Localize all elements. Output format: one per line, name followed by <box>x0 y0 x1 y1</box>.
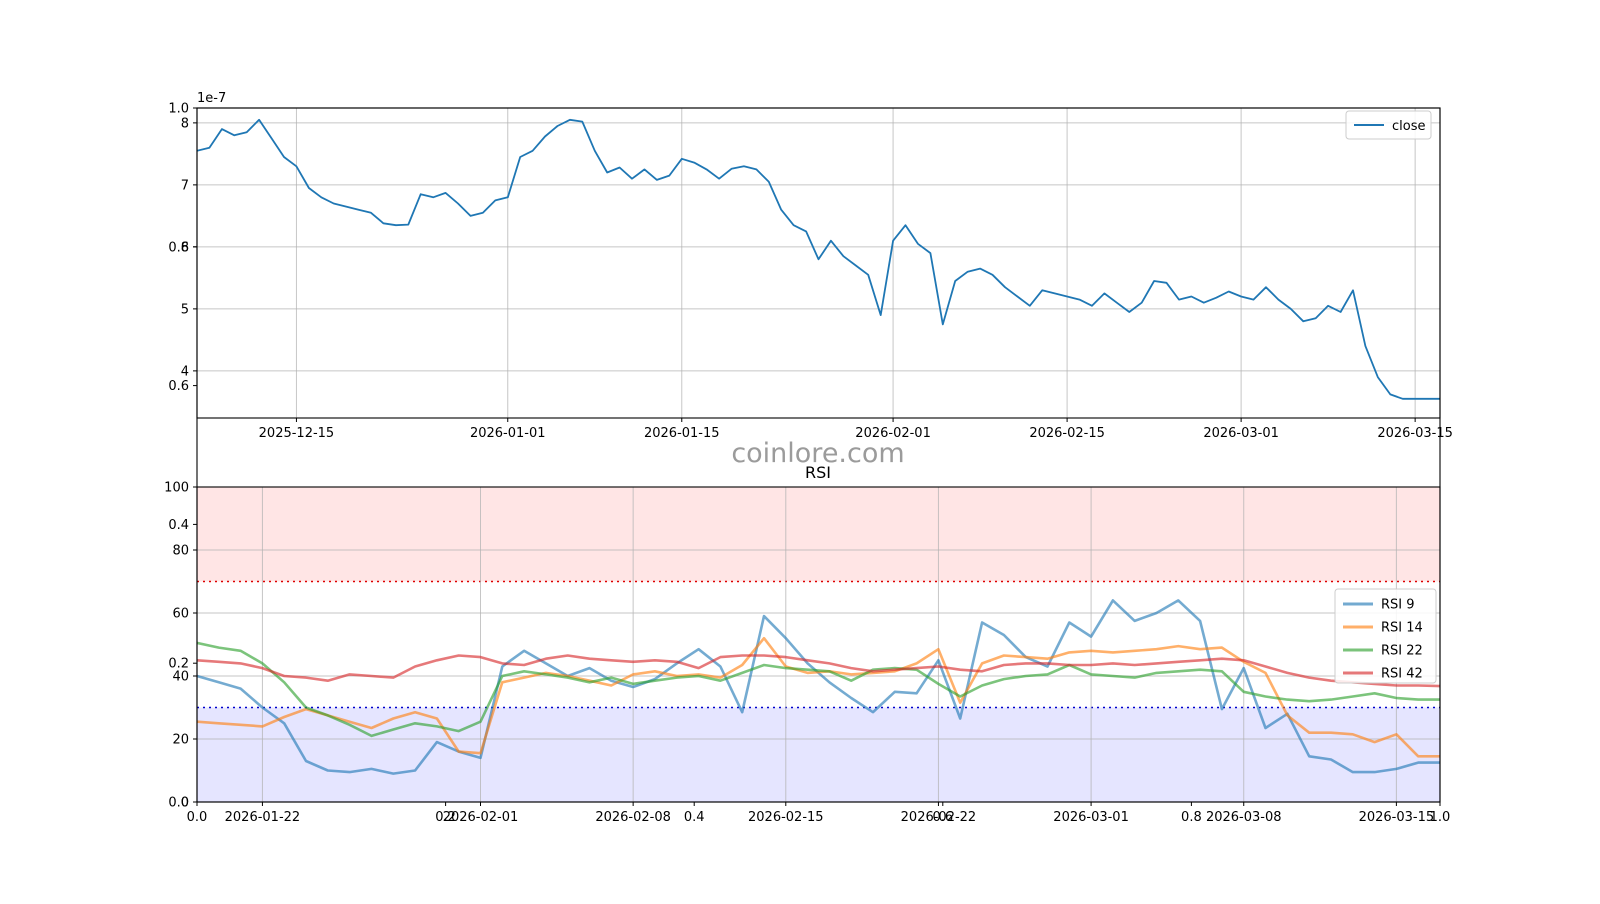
price-ytick-label: 4 <box>181 364 189 379</box>
rsi-xtick-date-label: 2026-02-01 <box>443 810 519 825</box>
close-series-line <box>197 118 1440 400</box>
rsi-xtick-date-label: 2026-01-22 <box>225 810 301 825</box>
rsi-legend-label: RSI 42 <box>1381 667 1423 682</box>
rsi-xtick-date-label: 2026-02-15 <box>748 810 824 825</box>
top-xtick-date-label: 2026-03-01 <box>1203 426 1279 441</box>
top-xtick-date-label: 2026-03-15 <box>1377 426 1453 441</box>
axes-spines <box>196 107 1441 803</box>
legends: close RSI 9 RSI 14 RSI 22 RSI 42 <box>1334 110 1437 684</box>
watermark: coinlore.com <box>731 438 904 469</box>
overlay-ytick-label: 0.2 <box>168 657 189 672</box>
rsi-threshold-bands <box>197 487 1440 802</box>
rsi-xtick-date-label: 2026-03-15 <box>1359 810 1435 825</box>
rsi-ytick-label: 60 <box>172 607 189 622</box>
price-ytick-label: 6 <box>181 240 189 255</box>
overlay-xtick-label: 0.4 <box>684 810 705 825</box>
rsi-ytick-label: 80 <box>172 544 189 559</box>
price-ytick-label: 7 <box>181 178 189 193</box>
overlay-xtick-label: 0.2 <box>435 810 456 825</box>
rsi-chart-title: RSI <box>805 463 831 482</box>
top-xtick-date-label: 2026-01-15 <box>644 426 720 441</box>
overbought-band <box>197 487 1440 582</box>
rsi-42-line <box>197 654 1440 688</box>
rsi-ytick-label: 100 <box>164 481 189 496</box>
top-xtick-date-label: 2026-02-01 <box>855 426 931 441</box>
rsi-xtick-date-label: 2026-02-22 <box>901 810 977 825</box>
overlay-ytick-label: 0.0 <box>168 796 189 811</box>
series-lines <box>197 118 1440 775</box>
rsi-ytick-label: 40 <box>172 670 189 685</box>
rsi-ytick-label: 20 <box>172 733 189 748</box>
price-ytick-label: 5 <box>181 302 189 317</box>
top-xtick-date-label: 2026-01-01 <box>470 426 546 441</box>
rsi-legend-label: RSI 9 <box>1381 598 1415 613</box>
rsi-xtick-date-label: 2026-03-08 <box>1206 810 1282 825</box>
close-legend-label: close <box>1392 119 1425 134</box>
top-xtick-date-label: 2026-02-15 <box>1029 426 1105 441</box>
rsi-22-line <box>197 641 1440 738</box>
tick-marks-and-labels: 4 5 6 7 8 2025-12-15 2026-01-01 2026-01-15 2026-… <box>164 102 1453 826</box>
rsi-legend-label: RSI 14 <box>1381 621 1423 636</box>
rsi-legend-label: RSI 22 <box>1381 644 1423 659</box>
top-axes-spines <box>196 107 1441 419</box>
overlay-xtick-label: 1.0 <box>1430 810 1451 825</box>
overlay-xtick-label: 0.6 <box>932 810 953 825</box>
overlay-ytick-label: 0.8 <box>168 240 189 255</box>
price-ytick-label: 8 <box>181 116 189 131</box>
overlay-ytick-label: 1.0 <box>168 102 189 117</box>
rsi-14-line <box>197 636 1440 758</box>
top-xtick-date-label: 2025-12-15 <box>259 426 335 441</box>
rsi-ytick-label: 0 <box>181 796 189 811</box>
overlay-axes-spines <box>196 107 1441 803</box>
oversold-band <box>197 707 1440 802</box>
rsi-xtick-date-label: 2026-03-01 <box>1053 810 1129 825</box>
overlay-xtick-label: 0.8 <box>1181 810 1202 825</box>
overlay-ytick-label: 0.6 <box>168 379 189 394</box>
close-legend-box <box>1345 110 1432 140</box>
y-axis-offset-label: 1e-7 <box>197 91 226 106</box>
rsi-xtick-date-label: 2026-02-08 <box>595 810 671 825</box>
rsi-legend-box <box>1334 588 1437 684</box>
overlay-ytick-label: 0.4 <box>168 518 189 533</box>
overlay-xtick-label: 0.0 <box>187 810 208 825</box>
